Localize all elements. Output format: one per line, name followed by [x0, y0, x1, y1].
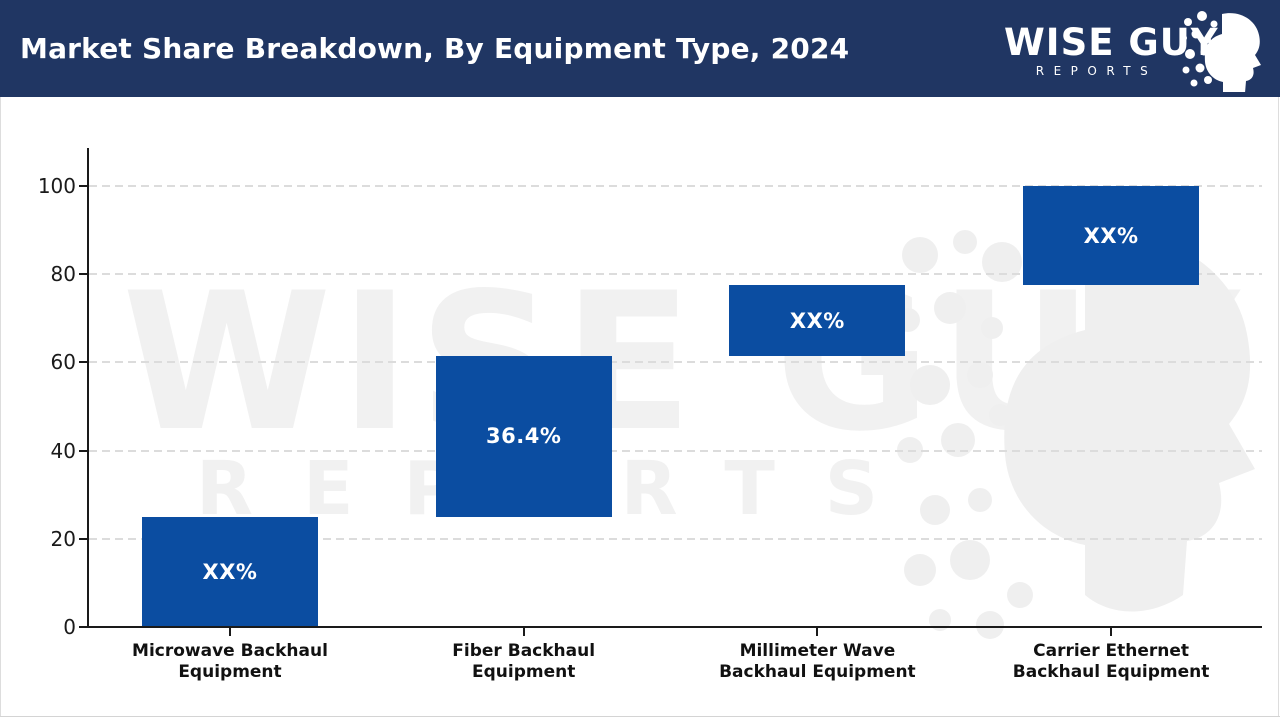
x-category-label: Millimeter Wave Backhaul Equipment — [667, 641, 967, 683]
x-tick-mark — [229, 628, 231, 636]
bar: XX% — [142, 516, 318, 627]
brand-logo-text: WISE GUY REPORTS — [1004, 21, 1219, 79]
y-tick-label: 0 — [63, 615, 76, 639]
x-category-label-line: Millimeter Wave — [739, 641, 896, 661]
y-tick-mark — [79, 537, 87, 540]
right-edge-line — [1278, 97, 1279, 717]
x-tick-mark — [522, 628, 525, 636]
y-tick-mark — [79, 449, 87, 452]
head-profile-icon — [1181, 11, 1261, 92]
page-title: Market Share Breakdown, By Equipment Typ… — [20, 32, 850, 65]
y-tick-label: 20 — [50, 526, 76, 551]
waterfall-chart: 0 20 40 60 80 100 XX% 36.4% XX% XX% Microwave Ba… — [0, 97, 1280, 720]
bottom-edge-line — [0, 716, 1280, 717]
grid-line — [89, 449, 1262, 452]
bar-value-label: XX% — [789, 308, 845, 333]
y-tick-label: 40 — [50, 438, 76, 463]
x-category-label-line: Equipment — [178, 662, 282, 682]
y-tick-mark — [79, 273, 87, 276]
x-category-label-line: Backhaul Equipment — [719, 662, 916, 682]
header-banner: Market Share Breakdown, By Equipment Typ… — [0, 0, 1280, 97]
y-tick-label: 60 — [50, 350, 76, 375]
bar-value-label: 36.4% — [486, 424, 562, 449]
bar: 36.4% — [435, 356, 612, 517]
x-tick-mark — [1110, 628, 1113, 636]
x-category-label-line: Backhaul Equipment — [1012, 662, 1210, 682]
brand-logo: WISE GUY REPORTS — [1004, 6, 1266, 92]
bar: XX% — [729, 285, 906, 357]
y-tick-mark — [79, 185, 87, 187]
bar-value-label: XX% — [202, 559, 258, 584]
y-axis-spine — [87, 148, 89, 627]
brand-logo-subtitle: REPORTS — [1035, 64, 1158, 78]
x-category-label: Fiber Backhaul Equipment — [374, 641, 674, 683]
brand-logo-name: WISE GUY — [1004, 21, 1219, 64]
left-edge-line — [0, 97, 1, 717]
y-tick-label: 100 — [37, 174, 76, 198]
grid-line — [89, 361, 1262, 364]
x-category-label: Carrier Ethernet Backhaul Equipment — [961, 641, 1261, 683]
y-tick-mark — [79, 626, 87, 628]
y-tick-mark — [79, 361, 87, 364]
x-category-label-line: Fiber Backhaul — [452, 641, 596, 661]
x-category-label-line: Equipment — [472, 662, 576, 682]
grid-line — [89, 537, 1262, 540]
grid-line — [89, 185, 1262, 187]
x-category-label: Microwave Backhaul Equipment — [80, 641, 380, 683]
x-axis-spine — [86, 626, 1262, 628]
grid-line — [89, 273, 1262, 276]
x-tick-mark — [816, 628, 819, 636]
x-category-label-line: Microwave Backhaul — [132, 641, 328, 661]
bar-value-label: XX% — [1083, 223, 1139, 248]
y-tick-label: 80 — [50, 262, 76, 287]
x-category-label-line: Carrier Ethernet — [1033, 641, 1190, 661]
bar: XX% — [1023, 186, 1200, 286]
